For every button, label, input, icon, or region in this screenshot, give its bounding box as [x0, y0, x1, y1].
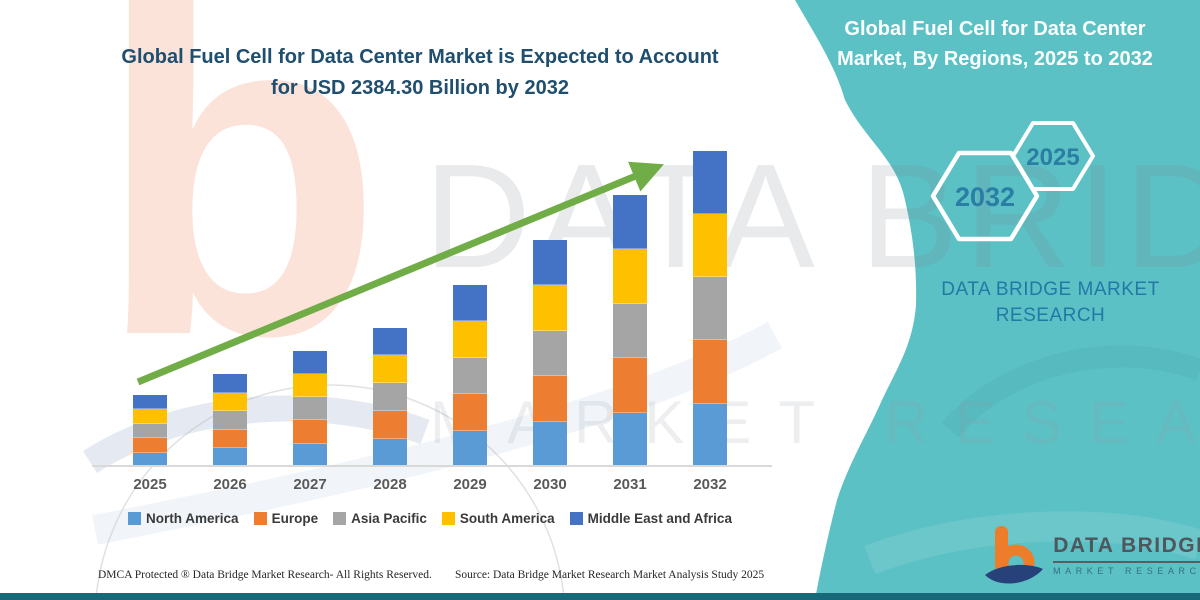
right-panel-title: Global Fuel Cell for Data Center Market,…: [815, 14, 1175, 74]
bar-segment-south-america: [693, 213, 727, 278]
x-axis-label-2030: 2030: [533, 476, 567, 493]
x-axis-line: [92, 465, 772, 467]
bar-segment-europe: [453, 394, 487, 431]
bar-segment-north-america: [133, 452, 167, 466]
bar-segment-middle-east-and-africa: [293, 350, 327, 374]
legend-label: North America: [146, 511, 239, 526]
bar-segment-south-america: [613, 249, 647, 304]
hexagon-2032-label: 2032: [955, 182, 1015, 212]
data-bridge-logo: DATA BRIDGE MARKET RESEARCH: [983, 524, 1200, 590]
legend-swatch-icon: [441, 512, 455, 525]
brand-name-line2: RESEARCH: [995, 304, 1106, 326]
bar-segment-europe: [533, 376, 567, 422]
hexagon-2025-label: 2025: [1026, 144, 1079, 171]
bar-segment-middle-east-and-africa: [533, 239, 567, 285]
bar-segment-south-america: [533, 285, 567, 331]
stacked-bar-2025: [133, 394, 167, 466]
bar-segment-middle-east-and-africa: [213, 374, 247, 393]
legend-item-europe: Europe: [253, 511, 319, 526]
logo-subtitle: MARKET RESEARCH: [1053, 566, 1200, 576]
stacked-bar-2028: [373, 327, 407, 466]
stacked-bar-2031: [613, 195, 647, 466]
x-axis-label-2029: 2029: [453, 476, 487, 493]
x-axis-label-2025: 2025: [133, 476, 167, 493]
bar-segment-north-america: [613, 412, 647, 466]
chart-headline: Global Fuel Cell for Data Center Market …: [90, 42, 750, 104]
legend-swatch-icon: [333, 512, 347, 525]
stacked-bar-2029: [453, 284, 487, 466]
bar-segment-europe: [373, 411, 407, 440]
x-axis-label-2028: 2028: [373, 476, 407, 493]
bar-segment-asia-pacific: [293, 397, 327, 421]
year-hexagons: 2032 2025: [930, 121, 1095, 242]
legend-label: Middle East and Africa: [587, 511, 732, 526]
bar-segment-north-america: [453, 430, 487, 466]
legend-item-south-america: South America: [441, 511, 555, 526]
legend-label: Europe: [271, 511, 319, 526]
bar-segment-europe: [213, 429, 247, 449]
bar-segment-north-america: [213, 448, 247, 466]
x-axis-label-2031: 2031: [613, 476, 647, 493]
legend-label: Asia Pacific: [351, 511, 427, 526]
brand-name-teal: DATA BRIDGE MARKET RESEARCH: [928, 277, 1173, 328]
bar-segment-asia-pacific: [373, 383, 407, 412]
bar-segment-asia-pacific: [133, 423, 167, 438]
bar-segment-north-america: [533, 421, 567, 466]
legend-item-asia-pacific: Asia Pacific: [333, 511, 427, 526]
chart-headline-line2: for USD 2384.30 Billion by 2032: [271, 77, 569, 99]
stacked-bar-2027: [293, 350, 327, 466]
bar-segment-south-america: [133, 409, 167, 424]
legend-swatch-icon: [128, 512, 142, 525]
logo-wordmark: DATA BRIDGE: [1053, 534, 1200, 563]
x-axis-label-2027: 2027: [293, 476, 327, 493]
legend-label: South America: [459, 511, 555, 526]
brand-name-line1: DATA BRIDGE MARKET: [941, 279, 1160, 300]
data-bridge-logo-icon: [985, 526, 1043, 584]
legend-swatch-icon: [569, 512, 583, 525]
footer-dmca-text: DMCA Protected ® Data Bridge Market Rese…: [98, 569, 432, 581]
legend-item-middle-east-and-africa: Middle East and Africa: [569, 511, 732, 526]
right-panel-title-line2: Market, By Regions, 2025 to 2032: [837, 48, 1153, 70]
x-axis-label-2032: 2032: [693, 476, 727, 493]
right-panel-title-line1: Global Fuel Cell for Data Center: [844, 18, 1146, 40]
bar-segment-middle-east-and-africa: [133, 394, 167, 409]
bar-segment-asia-pacific: [693, 277, 727, 341]
stacked-bar-2026: [213, 374, 247, 466]
bar-segment-south-america: [373, 355, 407, 384]
bar-segment-north-america: [293, 443, 327, 466]
bar-segment-asia-pacific: [453, 357, 487, 394]
bar-segment-europe: [293, 420, 327, 444]
bar-segment-asia-pacific: [533, 330, 567, 376]
stacked-bar-2030: [533, 239, 567, 466]
bar-segment-middle-east-and-africa: [373, 327, 407, 356]
bar-segment-europe: [693, 340, 727, 404]
bar-segment-middle-east-and-africa: [613, 195, 647, 250]
x-axis-label-2026: 2026: [213, 476, 247, 493]
bar-segment-north-america: [693, 403, 727, 466]
bar-segment-asia-pacific: [213, 411, 247, 430]
bar-segment-south-america: [213, 392, 247, 412]
bar-segment-middle-east-and-africa: [453, 284, 487, 321]
bar-segment-south-america: [293, 373, 327, 398]
legend-item-north-america: North America: [128, 511, 239, 526]
stacked-bar-2032: [693, 150, 727, 466]
chart-headline-line1: Global Fuel Cell for Data Center Market …: [121, 46, 719, 68]
bar-segment-asia-pacific: [613, 303, 647, 359]
chart-legend: North America Europe Asia Pacific South Ame…: [88, 511, 772, 526]
legend-swatch-icon: [253, 512, 267, 525]
bar-segment-north-america: [373, 439, 407, 466]
bar-plot: 2025 2026 2027 2028 2029 2030 2031 2032: [90, 146, 780, 493]
bar-segment-europe: [133, 438, 167, 453]
footer-source-text: Source: Data Bridge Market Research Mark…: [455, 569, 765, 581]
bar-segment-europe: [613, 358, 647, 413]
bottom-accent-bar: [0, 593, 1200, 600]
bar-segment-south-america: [453, 321, 487, 358]
bar-segment-middle-east-and-africa: [693, 150, 727, 214]
